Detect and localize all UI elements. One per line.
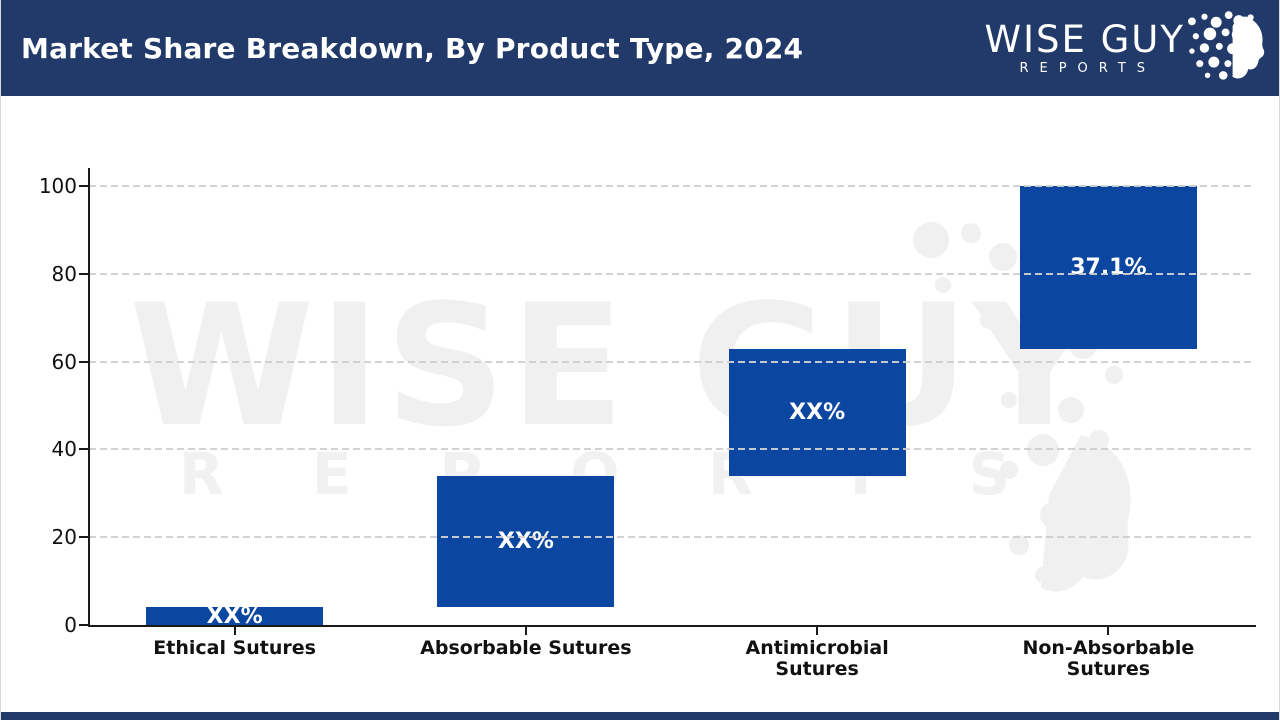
bar-segment: XX% xyxy=(437,475,615,608)
y-tick-mark xyxy=(79,272,88,275)
x-tick-mark xyxy=(1107,627,1110,635)
logo-subtitle: REPORTS xyxy=(1019,61,1157,76)
x-category-label: Antimicrobial Sutures xyxy=(745,637,889,680)
y-tick-mark xyxy=(79,185,88,187)
bar-segment: 37.1% xyxy=(1019,186,1197,349)
x-axis xyxy=(88,625,1256,627)
y-tick-mark xyxy=(79,448,88,451)
bar-segment: XX% xyxy=(146,604,324,629)
x-tick-mark xyxy=(816,627,819,635)
wise-guy-reports-logo: WISE GUY REPORTS xyxy=(985,6,1267,90)
x-category-label: Non-Absorbable Sutures xyxy=(1022,637,1195,680)
x-tick-mark xyxy=(233,627,236,635)
x-category-label: Absorbable Sutures xyxy=(420,637,632,659)
bar-segment: XX% xyxy=(728,348,906,476)
gridline xyxy=(89,360,1254,363)
y-tick-mark xyxy=(79,360,88,363)
logo-head-icon xyxy=(1188,11,1265,80)
chart-title: Market Share Breakdown, By Product Type,… xyxy=(21,31,804,65)
y-tick-label: 20 xyxy=(51,525,77,550)
gridline xyxy=(89,536,1254,539)
y-axis xyxy=(88,168,90,627)
watermark-wordmark: WISE GUY xyxy=(129,268,1100,464)
x-tick-mark xyxy=(524,627,527,635)
bar-value-label: 37.1% xyxy=(1070,254,1147,280)
y-tick-label: 60 xyxy=(51,349,77,374)
y-tick-label: 0 xyxy=(64,613,77,637)
gridline xyxy=(89,448,1254,451)
bar-value-label: XX% xyxy=(206,603,263,629)
footer-bar xyxy=(1,712,1279,720)
logo-wordmark: WISE GUY xyxy=(984,18,1185,61)
y-tick-label: 80 xyxy=(51,261,77,286)
plot-area: 0 20 40 60 80 100 XX% Ethical Sutures XX% Absorba… xyxy=(1,96,1279,712)
y-tick-mark xyxy=(79,624,88,626)
bar-value-label: XX% xyxy=(789,399,846,425)
y-tick-mark xyxy=(79,536,88,539)
x-category-label: Ethical Sutures xyxy=(153,637,316,659)
bar-value-label: XX% xyxy=(497,529,554,555)
y-tick-label: 40 xyxy=(51,437,77,462)
header-bar: Market Share Breakdown, By Product Type,… xyxy=(1,0,1279,96)
logo-text: WISE GUY REPORTS xyxy=(984,18,1185,77)
gridline xyxy=(89,272,1254,275)
gridline xyxy=(89,185,1254,187)
y-tick-label: 100 xyxy=(38,174,77,198)
